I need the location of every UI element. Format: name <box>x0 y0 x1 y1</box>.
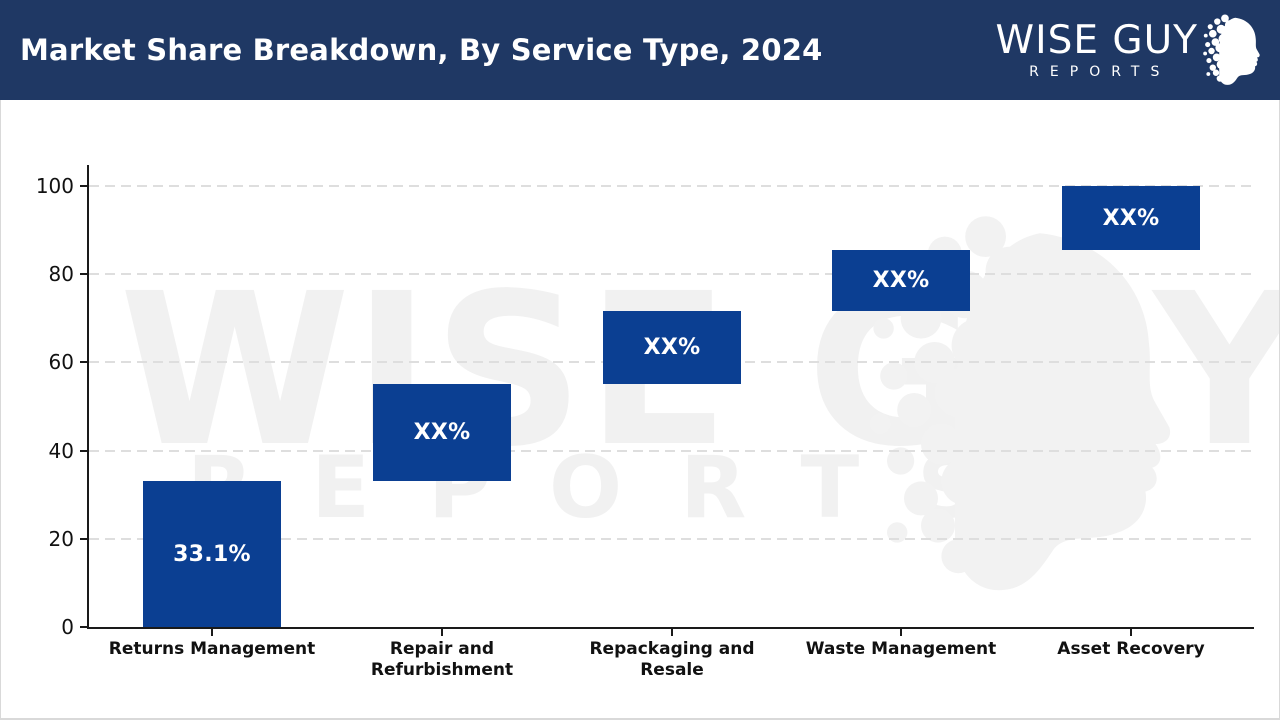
y-axis-line <box>87 165 89 629</box>
x-category-label-asset-recovery: Asset Recovery <box>1057 639 1205 659</box>
bar-value-label-repackaging-and-resale: XX% <box>643 334 701 360</box>
y-tick-40 <box>80 449 88 452</box>
y-tick-60 <box>80 361 88 364</box>
x-tick-repair-and-refurbishment <box>441 629 443 636</box>
y-tick-0 <box>80 626 88 628</box>
bar-value-label-asset-recovery: XX% <box>1102 205 1160 231</box>
bar-asset-recovery: XX% <box>1062 186 1200 251</box>
logo-wordmark-line2: REPORTS <box>1029 64 1171 80</box>
gridline-20 <box>89 537 1254 540</box>
x-category-label-repackaging-and-resale: Repackaging and Resale <box>589 639 755 680</box>
y-tick-100 <box>80 185 88 187</box>
x-tick-asset-recovery <box>1130 629 1132 636</box>
x-category-label-repair-and-refurbishment: Repair and Refurbishment <box>370 639 514 680</box>
logo-wordmark-line1: WISE GUY <box>995 18 1198 63</box>
gridline-100 <box>89 185 1254 187</box>
y-tick-label-80: 80 <box>48 262 74 287</box>
bar-repair-and-refurbishment: XX% <box>373 384 511 482</box>
chart-title: Market Share Breakdown, By Service Type,… <box>20 33 823 67</box>
x-axis-line <box>87 627 1254 629</box>
logo-face-icon <box>1203 14 1260 85</box>
bar-returns-management: 33.1% <box>143 481 281 627</box>
gridline-80 <box>89 273 1254 276</box>
y-tick-label-60: 60 <box>48 350 74 375</box>
header-bar: Market Share Breakdown, By Service Type,… <box>0 0 1280 100</box>
bar-value-label-waste-management: XX% <box>872 268 930 294</box>
x-tick-repackaging-and-resale <box>671 629 673 636</box>
y-tick-label-20: 20 <box>48 526 74 551</box>
logo-wordmark: WISE GUY REPORTS <box>996 21 1198 81</box>
y-tick-20 <box>80 537 88 540</box>
y-tick-label-100: 100 <box>35 174 74 198</box>
y-tick-label-40: 40 <box>48 438 74 463</box>
x-category-label-waste-management: Waste Management <box>805 639 997 659</box>
y-tick-80 <box>80 273 88 276</box>
gridline-40 <box>89 449 1254 452</box>
wise-guy-reports-logo: WISE GUY REPORTS <box>996 8 1264 94</box>
bar-repackaging-and-resale: XX% <box>603 310 741 384</box>
bar-value-label-returns-management: 33.1% <box>173 541 251 567</box>
x-tick-waste-management <box>900 629 902 636</box>
x-tick-returns-management <box>211 629 213 636</box>
bar-value-label-repair-and-refurbishment: XX% <box>413 420 471 445</box>
bar-waste-management: XX% <box>832 250 970 311</box>
x-category-label-returns-management: Returns Management <box>108 639 316 659</box>
watermark-subtext: REPORTS <box>187 438 1038 538</box>
y-tick-label-0: 0 <box>61 615 74 639</box>
